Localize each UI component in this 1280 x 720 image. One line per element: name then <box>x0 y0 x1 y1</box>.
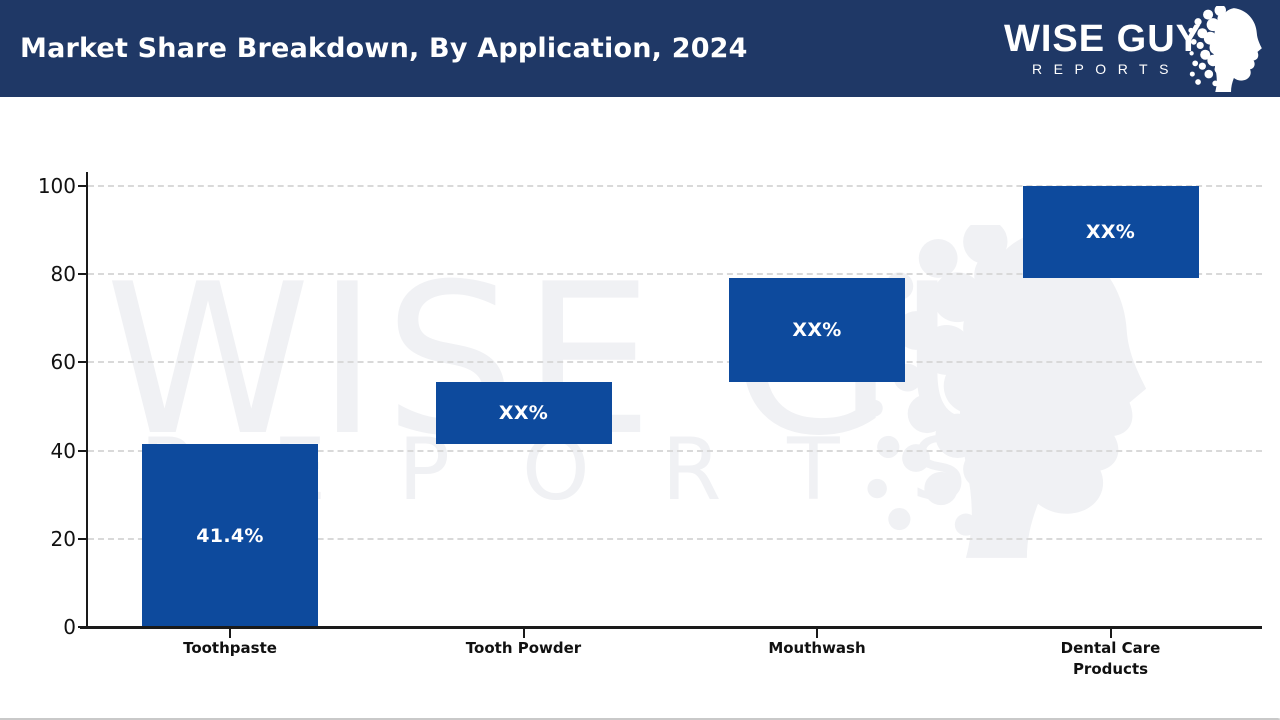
gridline-100 <box>88 185 1262 187</box>
gridline-40 <box>88 449 1262 452</box>
bar-value-label: XX% <box>498 402 549 425</box>
y-axis-line <box>86 172 88 629</box>
y-axis-tick-label: 40 <box>50 438 76 463</box>
y-axis-tick-mark <box>78 537 87 540</box>
chart-area: WISE GU REPORTS <box>0 97 1280 718</box>
x-axis-label-dental-care-products: Dental Care Products <box>1060 639 1161 678</box>
header-bar: Market Share Breakdown, By Application, … <box>0 0 1280 97</box>
y-axis-tick-label: 60 <box>50 350 76 375</box>
y-axis-tick-mark <box>78 273 87 276</box>
gridline-60 <box>88 361 1262 364</box>
chart-title: Market Share Breakdown, By Application, … <box>20 33 748 64</box>
y-axis-tick-label: 80 <box>50 262 76 287</box>
bar-dental-care-products: XX% <box>1022 186 1199 278</box>
bar-value-label: 41.4% <box>196 524 264 547</box>
bar-value-label: XX% <box>1085 220 1136 243</box>
logo-wordmark-line1: WISE GUY <box>1003 18 1202 60</box>
y-axis-tick-label: 0 <box>63 615 76 639</box>
bar-tooth-powder: XX% <box>435 381 612 445</box>
logo-wordmark: WISE GUY REPORTS <box>1004 20 1202 77</box>
wiseguy-logo: WISE GUY REPORTS <box>1004 5 1266 92</box>
gridline-80 <box>88 273 1262 276</box>
x-axis-label-mouthwash: Mouthwash <box>768 639 866 657</box>
bar-mouthwash: XX% <box>729 277 905 382</box>
y-axis-tick-mark <box>78 361 87 364</box>
x-axis-tick-mark <box>522 629 525 638</box>
y-axis-tick-mark <box>78 185 87 187</box>
y-axis-tick-label: 100 <box>37 174 76 198</box>
bar-toothpaste: 41.4% <box>142 444 318 627</box>
x-axis-label-toothpaste: Toothpaste <box>183 639 277 657</box>
x-axis-tick-mark <box>229 629 231 638</box>
bar-value-label: XX% <box>792 318 842 341</box>
logo-wordmark-line2: REPORTS <box>1032 61 1180 77</box>
x-axis-line <box>80 626 1262 629</box>
x-axis-label-tooth-powder: Tooth Powder <box>465 639 582 657</box>
y-axis-tick-mark <box>78 449 87 452</box>
wiseguy-face-icon <box>1186 5 1266 92</box>
x-axis-tick-mark <box>816 629 818 638</box>
x-axis-tick-mark <box>1109 629 1112 638</box>
y-axis-tick-label: 20 <box>50 526 76 551</box>
gridline-20 <box>88 537 1262 540</box>
y-axis-tick-mark <box>78 626 87 628</box>
